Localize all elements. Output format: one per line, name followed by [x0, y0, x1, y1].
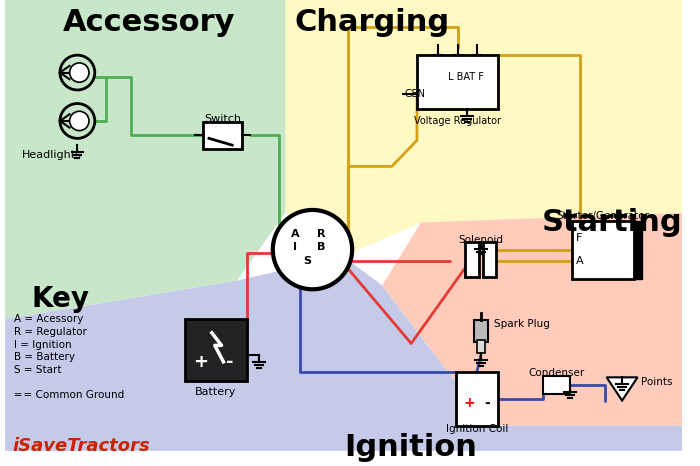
- Text: Switch: Switch: [204, 114, 241, 124]
- Bar: [185, 319, 246, 381]
- Text: Accessory: Accessory: [63, 8, 235, 37]
- Text: A: A: [575, 256, 583, 266]
- Bar: [417, 55, 498, 110]
- Ellipse shape: [273, 210, 352, 289]
- Polygon shape: [607, 377, 638, 401]
- Bar: [203, 122, 242, 149]
- Text: Starting: Starting: [542, 208, 682, 237]
- Text: GEN: GEN: [405, 89, 426, 99]
- Text: -: -: [225, 353, 233, 371]
- Text: A = Acessory: A = Acessory: [15, 315, 84, 324]
- Text: Headlights: Headlights: [22, 150, 82, 160]
- Text: Battery: Battery: [195, 387, 237, 397]
- Text: Ignition Coil: Ignition Coil: [446, 424, 508, 434]
- Text: S = Start: S = Start: [15, 365, 62, 375]
- Text: B = Battery: B = Battery: [15, 352, 76, 362]
- Polygon shape: [5, 256, 682, 451]
- Text: Spark Plug: Spark Plug: [494, 319, 550, 329]
- Bar: [572, 220, 634, 279]
- Text: -: -: [484, 397, 491, 411]
- Text: L BAT F: L BAT F: [448, 72, 484, 82]
- Text: Points: Points: [641, 377, 673, 387]
- Text: B: B: [317, 242, 326, 252]
- Text: Ignition: Ignition: [344, 433, 477, 462]
- Text: I = Ignition: I = Ignition: [15, 340, 72, 350]
- Text: Starter/Generator: Starter/Generator: [556, 211, 649, 221]
- Circle shape: [69, 111, 89, 130]
- Bar: [483, 242, 496, 277]
- Bar: [474, 320, 488, 342]
- Polygon shape: [286, 0, 682, 256]
- Text: Solenoid: Solenoid: [458, 235, 503, 245]
- Text: ═ = Common Ground: ═ = Common Ground: [15, 390, 125, 400]
- Text: I: I: [293, 242, 297, 252]
- Text: +: +: [463, 397, 475, 411]
- Text: Condenser: Condenser: [528, 368, 584, 377]
- Text: Charging: Charging: [295, 8, 450, 37]
- Text: R: R: [317, 229, 326, 239]
- Text: S: S: [304, 256, 312, 266]
- Text: iSaveTractors: iSaveTractors: [13, 437, 150, 455]
- Text: A: A: [290, 229, 300, 239]
- Text: Voltage Regulator: Voltage Regulator: [414, 116, 501, 126]
- Bar: [456, 371, 498, 426]
- Bar: [634, 220, 643, 279]
- Text: +: +: [193, 353, 208, 371]
- Text: R = Regulator: R = Regulator: [15, 327, 88, 337]
- Polygon shape: [5, 0, 324, 319]
- Bar: [477, 340, 484, 353]
- Bar: [542, 377, 570, 394]
- Text: F: F: [575, 233, 582, 243]
- Polygon shape: [382, 213, 682, 426]
- Text: Key: Key: [32, 285, 90, 314]
- Bar: [466, 242, 479, 277]
- Circle shape: [69, 63, 89, 82]
